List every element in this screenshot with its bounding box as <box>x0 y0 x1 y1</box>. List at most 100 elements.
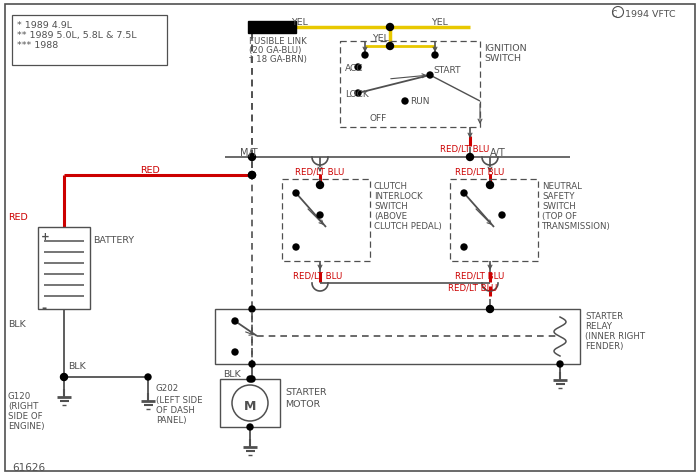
Text: SWITCH: SWITCH <box>484 54 521 63</box>
Text: † 18 GA-BRN): † 18 GA-BRN) <box>249 55 307 64</box>
Text: C: C <box>611 10 617 19</box>
Circle shape <box>499 213 505 218</box>
Text: NEUTRAL: NEUTRAL <box>542 182 582 190</box>
Text: TRANSMISSION): TRANSMISSION) <box>542 221 610 230</box>
Circle shape <box>247 424 253 430</box>
Text: BATTERY: BATTERY <box>93 236 134 245</box>
Circle shape <box>293 190 299 197</box>
Circle shape <box>355 65 361 71</box>
Circle shape <box>461 190 467 197</box>
Text: YEL: YEL <box>372 34 389 43</box>
Text: SAFETY: SAFETY <box>542 192 575 200</box>
Text: STARTER: STARTER <box>285 387 327 396</box>
Bar <box>450 179 538 261</box>
Circle shape <box>249 376 255 382</box>
Text: SWITCH: SWITCH <box>374 201 407 210</box>
Text: RUN: RUN <box>410 97 430 106</box>
Circle shape <box>248 172 256 179</box>
Text: G120: G120 <box>8 391 32 400</box>
Text: CLUTCH: CLUTCH <box>374 182 408 190</box>
Circle shape <box>466 154 473 161</box>
Text: * 1989 4.9L: * 1989 4.9L <box>17 21 72 30</box>
Bar <box>340 42 480 128</box>
Text: G202: G202 <box>156 383 179 392</box>
Circle shape <box>60 374 67 381</box>
Circle shape <box>248 172 256 179</box>
Text: RED/LT BLU: RED/LT BLU <box>455 168 505 177</box>
Text: PANEL): PANEL) <box>156 415 186 424</box>
Text: YEL: YEL <box>432 18 449 27</box>
Text: (20 GA-BLU): (20 GA-BLU) <box>249 46 302 55</box>
Circle shape <box>386 24 393 31</box>
Bar <box>248 22 296 34</box>
Text: A/T: A/T <box>490 148 505 158</box>
Circle shape <box>316 182 323 189</box>
Text: LOCK: LOCK <box>345 90 369 99</box>
Bar <box>38 228 90 309</box>
Text: (INNER RIGHT: (INNER RIGHT <box>585 331 645 340</box>
Circle shape <box>557 361 563 367</box>
Circle shape <box>248 154 256 161</box>
Circle shape <box>402 99 408 105</box>
Bar <box>215 309 580 364</box>
Text: (RIGHT: (RIGHT <box>8 401 38 410</box>
Circle shape <box>249 361 255 367</box>
Text: (LEFT SIDE: (LEFT SIDE <box>156 395 202 404</box>
Bar <box>220 379 280 427</box>
Circle shape <box>232 349 238 355</box>
Text: OF DASH: OF DASH <box>156 405 195 414</box>
Text: ** 1989 5.0L, 5.8L & 7.5L: ** 1989 5.0L, 5.8L & 7.5L <box>17 31 136 40</box>
Circle shape <box>145 374 151 380</box>
Text: M/T: M/T <box>240 148 258 158</box>
Text: M: M <box>244 400 256 413</box>
Circle shape <box>317 213 323 218</box>
Text: FENDER): FENDER) <box>585 341 624 350</box>
Text: RED/LT BLU: RED/LT BLU <box>455 271 505 280</box>
Text: RED/LT BLU: RED/LT BLU <box>295 168 344 177</box>
Circle shape <box>487 307 493 312</box>
Text: ACC: ACC <box>345 64 363 73</box>
Circle shape <box>427 73 433 79</box>
Circle shape <box>386 43 393 50</box>
Circle shape <box>486 182 493 189</box>
Text: RED/LT BLU: RED/LT BLU <box>293 271 342 280</box>
Circle shape <box>293 245 299 250</box>
Text: RELAY: RELAY <box>585 321 612 330</box>
Text: OFF: OFF <box>370 114 387 123</box>
Text: BLK: BLK <box>223 369 241 378</box>
Text: STARTER: STARTER <box>585 311 623 320</box>
Circle shape <box>432 53 438 59</box>
Circle shape <box>61 374 67 380</box>
Text: RED/LT BLU: RED/LT BLU <box>448 283 498 292</box>
Circle shape <box>355 91 361 97</box>
Text: RED: RED <box>140 166 160 175</box>
Bar <box>12 16 167 66</box>
Text: ENGINE): ENGINE) <box>8 421 45 430</box>
Text: (TOP OF: (TOP OF <box>542 211 577 220</box>
Circle shape <box>362 53 368 59</box>
Text: RED: RED <box>8 213 28 221</box>
Text: SWITCH: SWITCH <box>542 201 575 210</box>
Text: BLK: BLK <box>8 319 26 328</box>
Text: YEL: YEL <box>292 18 309 27</box>
Circle shape <box>232 318 238 324</box>
Text: (ABOVE: (ABOVE <box>374 211 407 220</box>
Bar <box>282 179 370 261</box>
Text: 1994 VFTC: 1994 VFTC <box>625 10 676 19</box>
Text: IGNITION: IGNITION <box>484 44 526 53</box>
Circle shape <box>247 376 253 382</box>
Text: *** 1988: *** 1988 <box>17 41 58 50</box>
Text: RED/LT BLU: RED/LT BLU <box>440 145 489 154</box>
Text: CLUTCH PEDAL): CLUTCH PEDAL) <box>374 221 442 230</box>
Text: INTERLOCK: INTERLOCK <box>374 192 423 200</box>
Circle shape <box>249 307 255 312</box>
Text: 61626: 61626 <box>12 462 45 472</box>
Text: FUSIBLE LINK: FUSIBLE LINK <box>249 37 307 46</box>
Circle shape <box>486 306 493 313</box>
Text: +: + <box>41 231 50 241</box>
Text: MOTOR: MOTOR <box>285 399 321 408</box>
Circle shape <box>461 245 467 250</box>
Text: BLK: BLK <box>68 361 85 370</box>
Text: START: START <box>433 66 461 75</box>
Text: -: - <box>41 301 46 314</box>
